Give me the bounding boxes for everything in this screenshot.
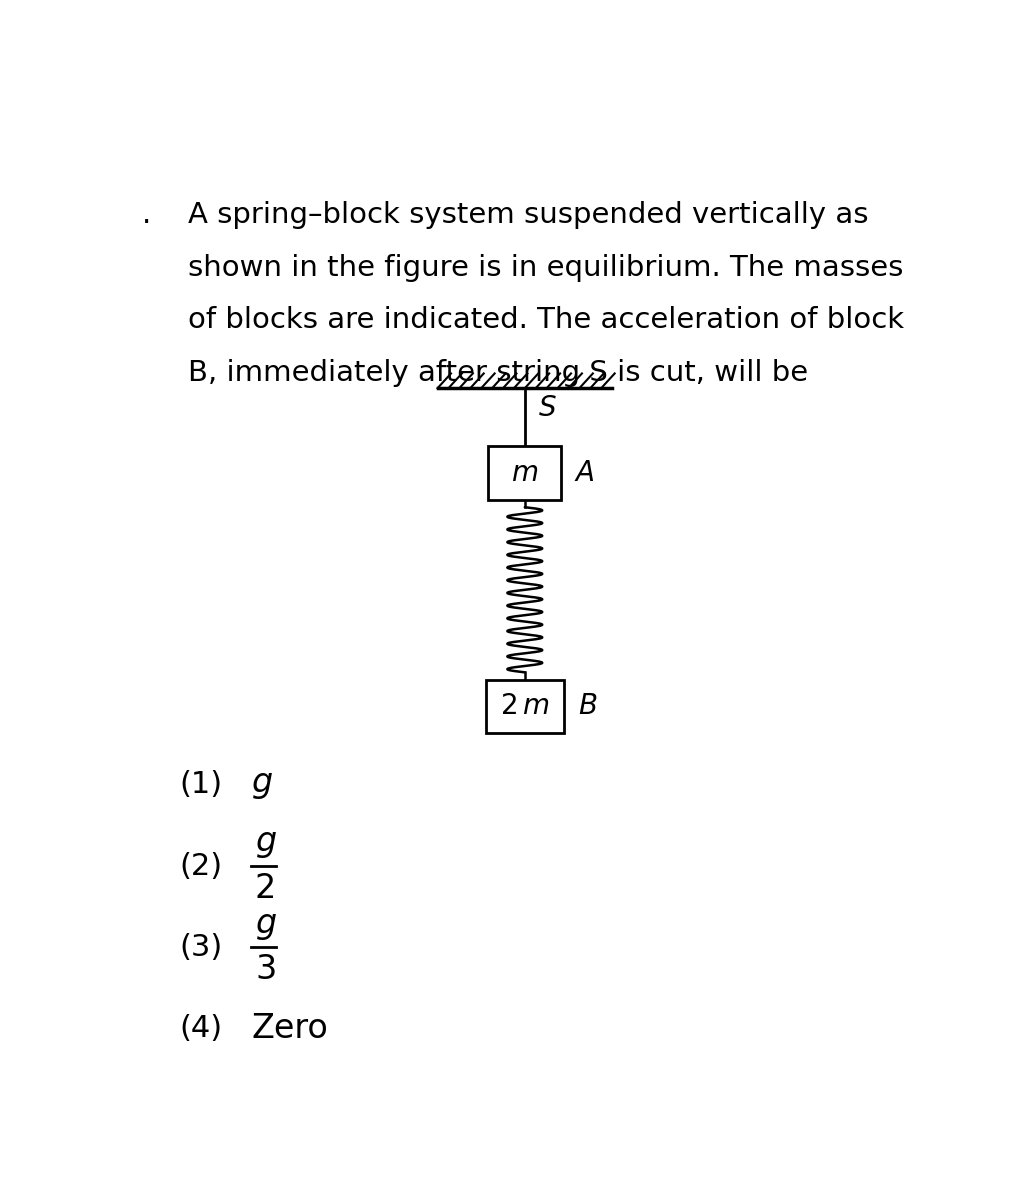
Text: B: B	[578, 692, 597, 720]
Text: $g$: $g$	[251, 768, 273, 801]
Text: S: S	[539, 394, 557, 422]
Bar	[488, 447, 561, 500]
Text: (1): (1)	[179, 770, 222, 799]
Text: $2\,m$: $2\,m$	[500, 692, 550, 720]
Text: A: A	[575, 459, 595, 488]
Text: Zero: Zero	[251, 1012, 328, 1045]
Text: shown in the figure is in equilibrium. The masses: shown in the figure is in equilibrium. T…	[187, 254, 903, 282]
Text: $g$: $g$	[255, 828, 276, 860]
Text: (3): (3)	[179, 933, 223, 962]
Text: (2): (2)	[179, 852, 222, 881]
Text: $m$: $m$	[511, 459, 539, 488]
Text: A spring–block system suspended vertically as: A spring–block system suspended vertical…	[187, 201, 868, 229]
Text: .: .	[142, 201, 152, 229]
Text: of blocks are indicated. The acceleration of block: of blocks are indicated. The acceleratio…	[187, 307, 903, 334]
Text: $g$: $g$	[255, 908, 276, 942]
Text: 3: 3	[255, 952, 276, 986]
Bar	[486, 679, 563, 733]
Text: 2: 2	[255, 872, 276, 904]
Text: (4): (4)	[179, 1014, 222, 1043]
Text: B, immediately after string S is cut, will be: B, immediately after string S is cut, wi…	[187, 358, 808, 387]
